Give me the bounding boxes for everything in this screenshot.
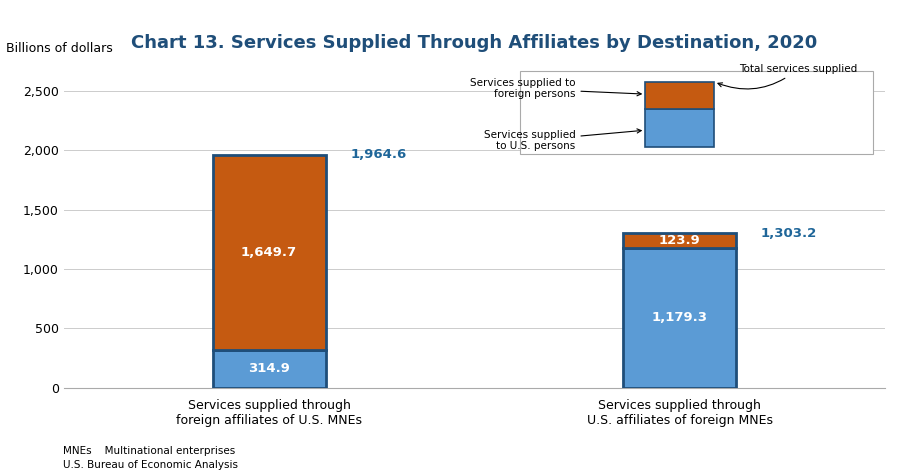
Text: Billions of dollars: Billions of dollars: [6, 42, 113, 55]
Text: 1,179.3: 1,179.3: [652, 311, 707, 324]
Text: 1,303.2: 1,303.2: [760, 227, 817, 239]
Bar: [212, 350, 326, 388]
FancyBboxPatch shape: [519, 71, 873, 154]
Text: Services supplied
to U.S. persons: Services supplied to U.S. persons: [483, 129, 641, 152]
Title: Chart 13. Services Supplied Through Affiliates by Destination, 2020: Chart 13. Services Supplied Through Affi…: [131, 34, 817, 52]
Text: MNEs    Multinational enterprises: MNEs Multinational enterprises: [63, 446, 235, 456]
Text: U.S. Bureau of Economic Analysis: U.S. Bureau of Economic Analysis: [63, 460, 238, 470]
Text: 123.9: 123.9: [659, 234, 700, 247]
Text: 1,964.6: 1,964.6: [350, 148, 407, 161]
Text: 314.9: 314.9: [248, 362, 290, 375]
Bar: [212, 155, 326, 350]
Bar: [645, 82, 715, 109]
Bar: [624, 233, 736, 248]
Text: Services supplied to
foreign persons: Services supplied to foreign persons: [470, 78, 641, 99]
Bar: [645, 109, 715, 148]
Text: 1,649.7: 1,649.7: [241, 246, 297, 259]
Bar: [624, 248, 736, 388]
Text: Total services supplied: Total services supplied: [718, 64, 857, 89]
